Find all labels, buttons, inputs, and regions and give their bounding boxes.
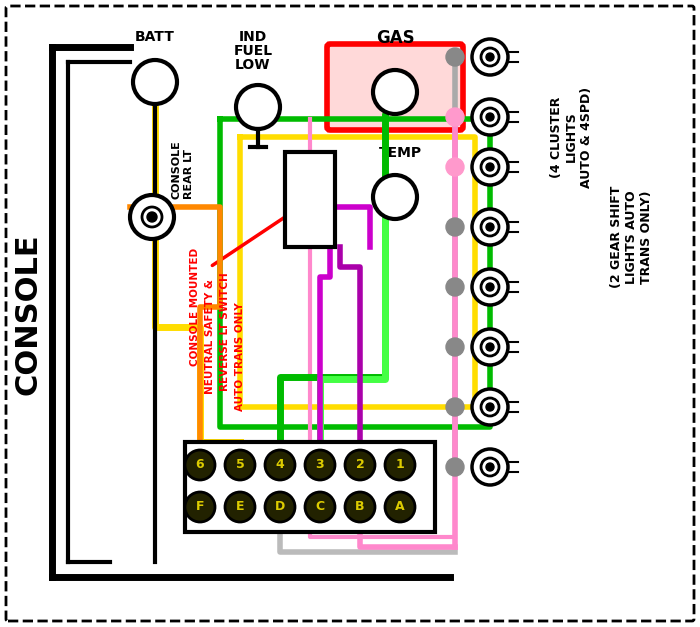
Text: A: A — [395, 500, 405, 514]
Text: 3: 3 — [316, 458, 324, 472]
Text: E: E — [236, 500, 244, 514]
Circle shape — [446, 398, 464, 416]
Circle shape — [446, 108, 464, 126]
Text: REVERSE LT SWITCH: REVERSE LT SWITCH — [220, 273, 230, 391]
Circle shape — [305, 450, 335, 480]
FancyBboxPatch shape — [327, 44, 463, 130]
Text: F: F — [196, 500, 204, 514]
Circle shape — [265, 492, 295, 522]
Text: LIGHTS AUTO: LIGHTS AUTO — [625, 190, 638, 284]
Text: NEUTRAL SAFETY &: NEUTRAL SAFETY & — [205, 280, 215, 394]
Text: FUEL: FUEL — [233, 44, 272, 58]
Circle shape — [446, 218, 464, 236]
Bar — [185, 442, 435, 532]
Text: 1: 1 — [395, 458, 405, 472]
Text: CONSOLE MOUNTED: CONSOLE MOUNTED — [190, 248, 200, 366]
Circle shape — [486, 223, 494, 231]
Text: 4: 4 — [276, 458, 284, 472]
Text: GAS: GAS — [376, 29, 414, 47]
Text: CONSOLE: CONSOLE — [172, 140, 182, 199]
Text: AUTO & 4SPD): AUTO & 4SPD) — [580, 87, 593, 187]
Circle shape — [373, 70, 417, 114]
Circle shape — [472, 449, 508, 485]
Circle shape — [486, 113, 494, 121]
Circle shape — [446, 338, 464, 356]
Circle shape — [385, 450, 415, 480]
Circle shape — [373, 175, 417, 219]
Circle shape — [305, 492, 335, 522]
Text: B: B — [355, 500, 365, 514]
Circle shape — [446, 48, 464, 66]
Circle shape — [486, 403, 494, 411]
Circle shape — [147, 212, 157, 222]
Circle shape — [133, 60, 177, 104]
Text: LIGHTS: LIGHTS — [565, 112, 578, 162]
Text: LOW: LOW — [235, 58, 271, 72]
Circle shape — [446, 458, 464, 476]
Circle shape — [472, 329, 508, 365]
Text: CONSOLE: CONSOLE — [13, 233, 43, 395]
Circle shape — [472, 99, 508, 135]
Circle shape — [225, 492, 255, 522]
Circle shape — [185, 450, 215, 480]
Text: REAR LT: REAR LT — [184, 149, 194, 199]
Circle shape — [130, 195, 174, 239]
Circle shape — [265, 450, 295, 480]
Circle shape — [345, 492, 375, 522]
Text: AUTO TRANS ONLY: AUTO TRANS ONLY — [235, 303, 245, 411]
Text: BATT: BATT — [135, 30, 175, 44]
Circle shape — [486, 343, 494, 351]
Circle shape — [472, 149, 508, 185]
Text: (2 GEAR SHIFT: (2 GEAR SHIFT — [610, 186, 623, 288]
Bar — [285, 152, 335, 247]
Text: 2: 2 — [356, 458, 365, 472]
Circle shape — [446, 278, 464, 296]
Text: 6: 6 — [196, 458, 204, 472]
Text: D: D — [275, 500, 285, 514]
Text: TRANS ONLY): TRANS ONLY) — [640, 190, 653, 284]
Text: TEMP: TEMP — [379, 146, 421, 160]
Circle shape — [486, 163, 494, 171]
Circle shape — [486, 53, 494, 61]
Circle shape — [236, 85, 280, 129]
Circle shape — [472, 269, 508, 305]
Circle shape — [486, 283, 494, 291]
Circle shape — [225, 450, 255, 480]
Circle shape — [345, 450, 375, 480]
Circle shape — [486, 463, 494, 471]
Circle shape — [385, 492, 415, 522]
Circle shape — [472, 389, 508, 425]
Text: 5: 5 — [236, 458, 244, 472]
Circle shape — [185, 492, 215, 522]
Circle shape — [472, 209, 508, 245]
Text: C: C — [316, 500, 325, 514]
Circle shape — [472, 39, 508, 75]
Text: IND: IND — [239, 30, 267, 44]
Text: (4 CLUSTER: (4 CLUSTER — [550, 97, 563, 177]
Circle shape — [446, 158, 464, 176]
